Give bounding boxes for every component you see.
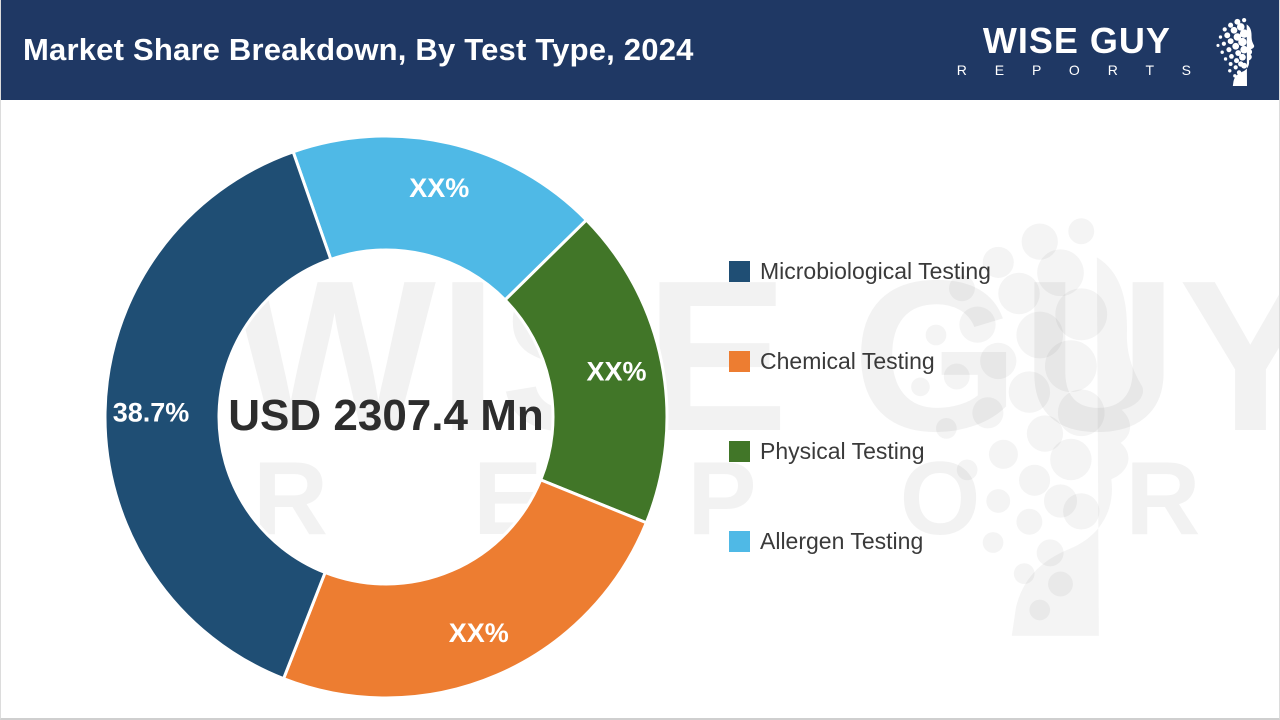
legend-swatch-physical xyxy=(729,440,750,462)
logo-wordmark: WISE GUY xyxy=(982,20,1171,62)
donut-slice-physical-testing xyxy=(503,218,669,525)
donut-chart-area: XX% XX% XX% 38.7% xyxy=(1,100,771,718)
header-bar: Market Share Breakdown, By Test Type, 20… xyxy=(1,0,1279,100)
logo-text: WISE GUY R E P O R T S xyxy=(951,22,1203,78)
chart-legend: Microbiological Testing Chemical Testing… xyxy=(729,226,991,586)
legend-item-allergen-testing: Allergen Testing xyxy=(729,496,991,586)
donut-slice-allergen-testing xyxy=(291,134,588,302)
legend-swatch-chemical xyxy=(729,350,750,372)
logo-reports: R E P O R T S xyxy=(956,61,1203,78)
legend-label: Allergen Testing xyxy=(760,527,924,554)
page-title: Market Share Breakdown, By Test Type, 20… xyxy=(23,32,694,67)
legend-item-microbiological-testing: Microbiological Testing xyxy=(729,226,991,316)
legend-item-chemical-testing: Chemical Testing xyxy=(729,316,991,406)
donut-chart: XX% XX% XX% 38.7% xyxy=(103,134,669,700)
donut-slice-microbiological-testing xyxy=(103,150,333,681)
slice-value-label: XX% xyxy=(449,618,509,648)
legend-swatch-allergen xyxy=(729,530,750,552)
slice-value-label: XX% xyxy=(586,356,646,386)
chart-center-value: USD 2307.4 Mn xyxy=(228,391,544,440)
legend-item-physical-testing: Physical Testing xyxy=(729,406,991,496)
logo-face-icon xyxy=(1216,17,1255,86)
legend-swatch-microbiological xyxy=(729,260,750,282)
legend-label: Chemical Testing xyxy=(760,347,935,374)
slice-value-label: XX% xyxy=(409,173,469,203)
wiseguy-logo: WISE GUY R E P O R T S xyxy=(951,15,1261,86)
donut-slice-chemical-testing xyxy=(282,478,648,700)
slice-value-label: 38.7% xyxy=(113,398,190,428)
legend-label: Physical Testing xyxy=(760,437,925,464)
legend-label: Microbiological Testing xyxy=(760,257,991,284)
